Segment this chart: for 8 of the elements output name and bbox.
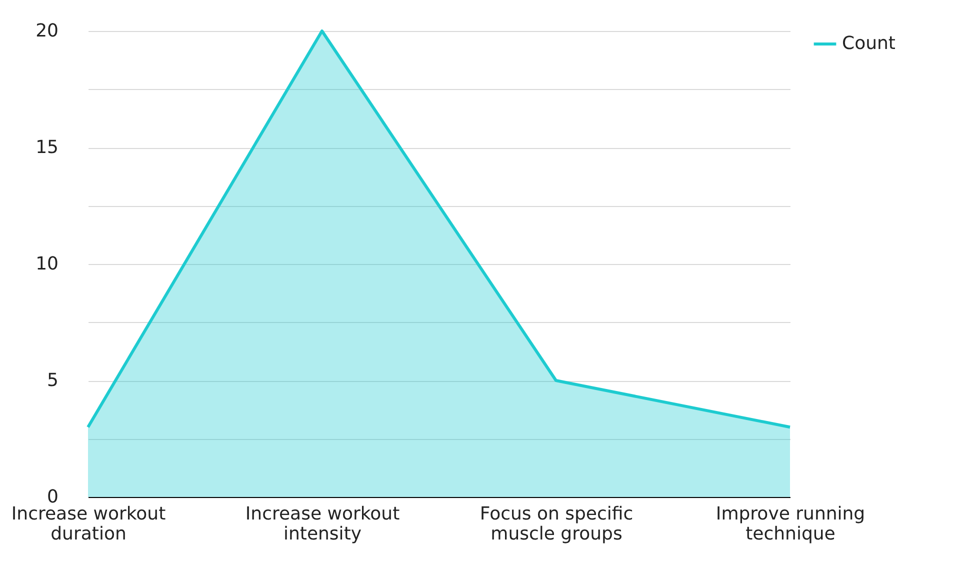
x-tick-label: Improve running technique [716,504,866,544]
y-tick-label: 20 [36,20,58,42]
x-tick-label: Increase workout intensity [245,504,400,544]
x-tick-label: Focus on specific muscle groups [480,504,634,544]
y-tick-label: 5 [47,370,58,391]
legend-label: Count [842,33,896,54]
y-tick-label: 10 [36,254,58,274]
y-tick-label: 15 [36,137,58,158]
